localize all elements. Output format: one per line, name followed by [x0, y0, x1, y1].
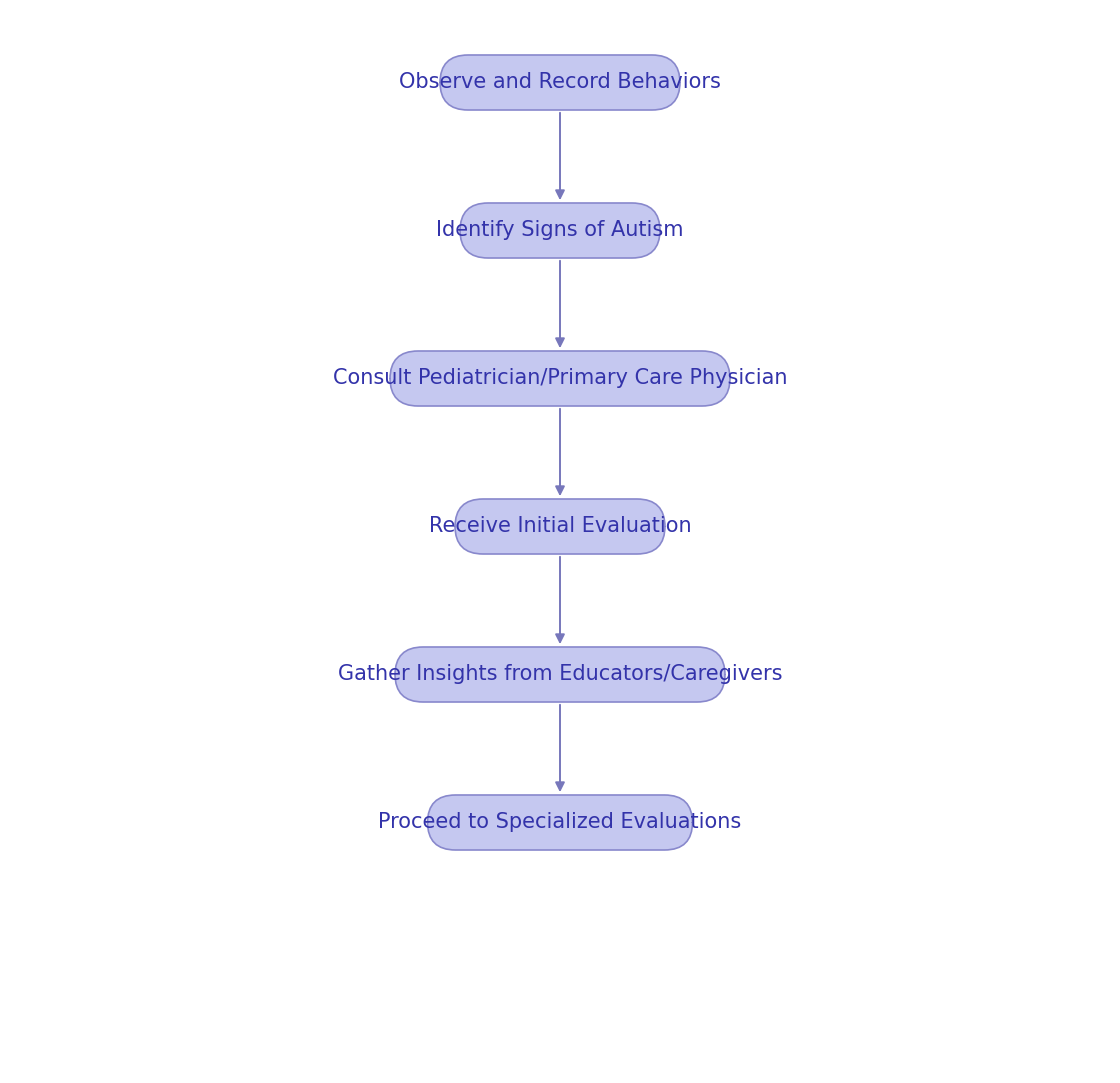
Text: Consult Pediatrician/Primary Care Physician: Consult Pediatrician/Primary Care Physic…	[333, 368, 787, 389]
Text: Gather Insights from Educators/Caregivers: Gather Insights from Educators/Caregiver…	[338, 665, 782, 684]
Text: Proceed to Specialized Evaluations: Proceed to Specialized Evaluations	[379, 812, 741, 833]
Text: Identify Signs of Autism: Identify Signs of Autism	[437, 221, 683, 240]
FancyBboxPatch shape	[395, 647, 725, 702]
FancyBboxPatch shape	[390, 351, 730, 406]
Text: Observe and Record Behaviors: Observe and Record Behaviors	[399, 73, 721, 92]
FancyBboxPatch shape	[440, 55, 680, 110]
FancyBboxPatch shape	[428, 795, 692, 850]
Text: Receive Initial Evaluation: Receive Initial Evaluation	[429, 517, 691, 536]
FancyBboxPatch shape	[455, 499, 665, 554]
FancyBboxPatch shape	[460, 203, 660, 258]
